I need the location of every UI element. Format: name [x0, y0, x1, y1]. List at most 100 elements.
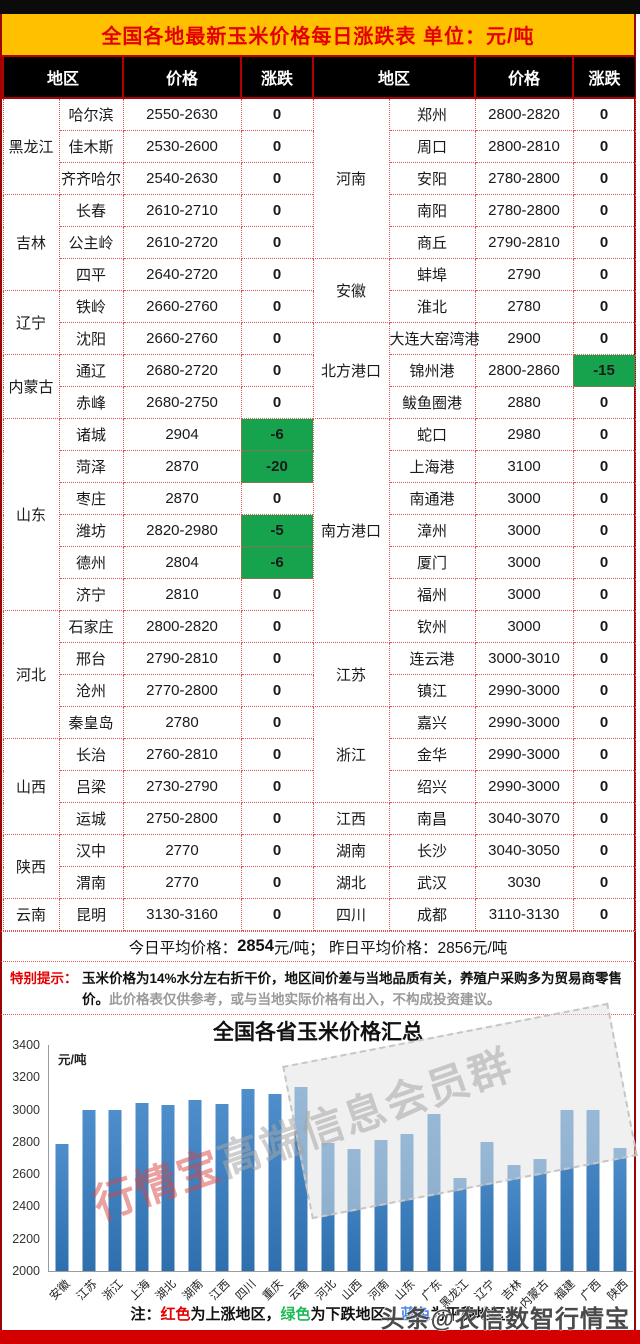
title-bar: 全国各地最新玉米价格每日涨跌表 单位：元/吨	[0, 14, 636, 57]
note-blue-tail: 为平稳地区	[430, 1306, 506, 1323]
city-cell: 嘉兴	[388, 706, 476, 739]
city-cell: 商丘	[388, 226, 476, 259]
province-cell: 浙江	[312, 706, 390, 803]
change-cell: 0	[572, 610, 636, 643]
table-row: 辽宁 铁岭 2660-2760 0 淮北 2780 0	[2, 290, 636, 355]
city-cell: 蛇口	[388, 418, 476, 451]
change-cell: -6	[240, 418, 314, 451]
chart-title: 全国各省玉米价格汇总	[213, 1021, 423, 1044]
special-notice: 特别提示： 玉米价格为14%水分左右折干价，地区间价差与当地品质有关，养殖户采购…	[0, 961, 636, 1015]
table-row: 河北 石家庄 2800-2820 0 钦州 3000 0	[2, 610, 636, 739]
today-average-value: 2854	[237, 937, 274, 955]
page-title: 全国各地最新玉米价格每日涨跌表 单位：元/吨	[101, 26, 535, 48]
x-tick-label: 山西	[340, 1278, 365, 1303]
bar-slot: 江西	[207, 1045, 235, 1303]
bar-slot: 陕西	[606, 1045, 633, 1303]
bar-黑龙江	[453, 1178, 467, 1271]
change-cell: 0	[572, 482, 636, 515]
city-cell: 武汉	[388, 866, 476, 899]
province-cell: 内蒙古	[2, 354, 60, 419]
today-average-label: 今日平均价格：	[128, 939, 238, 957]
bar-浙江	[108, 1110, 122, 1271]
city-cell: 淮北	[388, 290, 476, 323]
change-cell: 0	[572, 706, 636, 739]
city-cell: 潍坊	[58, 514, 124, 547]
x-tick-label: 湖北	[154, 1278, 180, 1303]
bar-slot: 内蒙古	[518, 1045, 554, 1311]
change-cell: 0	[572, 322, 636, 355]
table-row: 吕梁 2730-2790 0 绍兴 2990-3000 0	[3, 770, 636, 803]
change-cell: 0	[240, 386, 314, 419]
price-cell: 2990-3000	[474, 738, 574, 771]
city-cell: 上海港	[388, 450, 476, 483]
price-cell: 2800-2860	[474, 354, 574, 387]
city-cell: 钦州	[388, 610, 476, 643]
note-red-tail: 为上涨地区，	[190, 1306, 281, 1323]
city-cell: 铁岭	[58, 290, 124, 323]
price-cell: 2790-2810	[122, 642, 242, 675]
city-cell: 昆明	[58, 898, 124, 931]
top-black-strip	[0, 0, 640, 14]
price-cell: 3000	[474, 578, 574, 611]
price-chart: 全国各省玉米价格汇总 元/吨 2000 2200 2400 2600 2800 3000 3…	[0, 1002, 638, 1333]
city-cell: 德州	[58, 546, 124, 579]
bar-slot: 湖北	[154, 1045, 182, 1303]
change-cell: 0	[572, 834, 636, 867]
table-row: 枣庄 2870 0 南通港 3000 0	[3, 482, 636, 515]
bar-陕西	[613, 1147, 627, 1271]
city-cell: 济宁	[58, 578, 124, 611]
price-cell: 2790	[474, 258, 574, 291]
change-cell: 0	[572, 578, 636, 611]
today-average-unit: 元/吨；	[273, 939, 325, 957]
x-tick-label: 重庆	[260, 1278, 286, 1303]
bar-吉林	[507, 1165, 521, 1271]
province-cell: 江西	[312, 802, 390, 835]
change-cell: 0	[240, 130, 314, 163]
price-cell: 2640-2720	[122, 258, 242, 291]
price-cell: 2730-2790	[122, 770, 242, 803]
bar-上海	[135, 1103, 149, 1271]
city-cell: 南昌	[388, 802, 476, 835]
x-tick-label: 上海	[127, 1278, 153, 1303]
price-cell: 2870	[122, 450, 242, 483]
x-tick-label: 浙江	[101, 1278, 126, 1303]
price-cell: 2904	[122, 418, 242, 451]
change-cell: 0	[572, 642, 636, 675]
price-cell: 3030	[474, 866, 574, 899]
city-cell: 大连大窑湾港	[388, 322, 480, 355]
bar-内蒙古	[533, 1158, 547, 1271]
y-tick-label: 3000	[12, 1102, 40, 1117]
table-row: 潍坊 2820-2980 -5 漳州 3000 0	[3, 514, 636, 547]
change-cell: 0	[240, 642, 314, 675]
price-cell: 2680-2720	[122, 354, 242, 387]
change-cell: 0	[572, 514, 636, 547]
notice-text: 玉米价格为14%水分左右折干价，地区间价差与当地品质有关，养殖户采购多为贸易商零…	[82, 969, 624, 1011]
city-cell: 安阳	[388, 162, 476, 195]
change-cell: 0	[240, 738, 314, 771]
change-cell: 0	[240, 322, 314, 355]
table-row: 黑龙江 哈尔滨 2550-2630 0 河南 郑州 2800-2820 0	[2, 97, 636, 259]
province-cell: 河南	[312, 97, 390, 259]
notice-bold-text: 玉米价格为14%水分左右折干价，地区间价差与当地品质有关，养殖户采购多为贸易商零…	[82, 971, 623, 1007]
table-row: 沧州 2770-2800 0 镇江 2990-3000 0	[3, 674, 636, 707]
price-cell: 2550-2630	[122, 97, 242, 131]
bar-湖南	[188, 1099, 202, 1271]
city-cell: 长春	[58, 194, 124, 227]
province-cell: 北方港口	[312, 322, 390, 419]
city-cell: 赤峰	[58, 386, 124, 419]
price-cell: 2770	[122, 834, 242, 867]
change-cell: 0	[240, 898, 314, 931]
price-cell: 2780	[122, 706, 242, 739]
header-price-right: 价格	[474, 57, 574, 99]
city-cell: 诸城	[58, 418, 124, 451]
city-cell: 福州	[388, 578, 476, 611]
change-cell: 0	[240, 258, 314, 291]
city-cell: 通辽	[58, 354, 124, 387]
change-cell: 0	[572, 418, 636, 451]
x-tick-label: 云南	[287, 1278, 312, 1303]
change-cell: 0	[572, 802, 636, 835]
bar-安徽	[55, 1144, 69, 1271]
chart-y-axis: 2000 2200 2400 2600 2800 3000 3200 3400	[2, 1038, 44, 1278]
province-cell: 安徽	[312, 258, 390, 323]
table-row: 四平 2640-2720 0 安徽 蚌埠 2790 0	[3, 258, 636, 323]
